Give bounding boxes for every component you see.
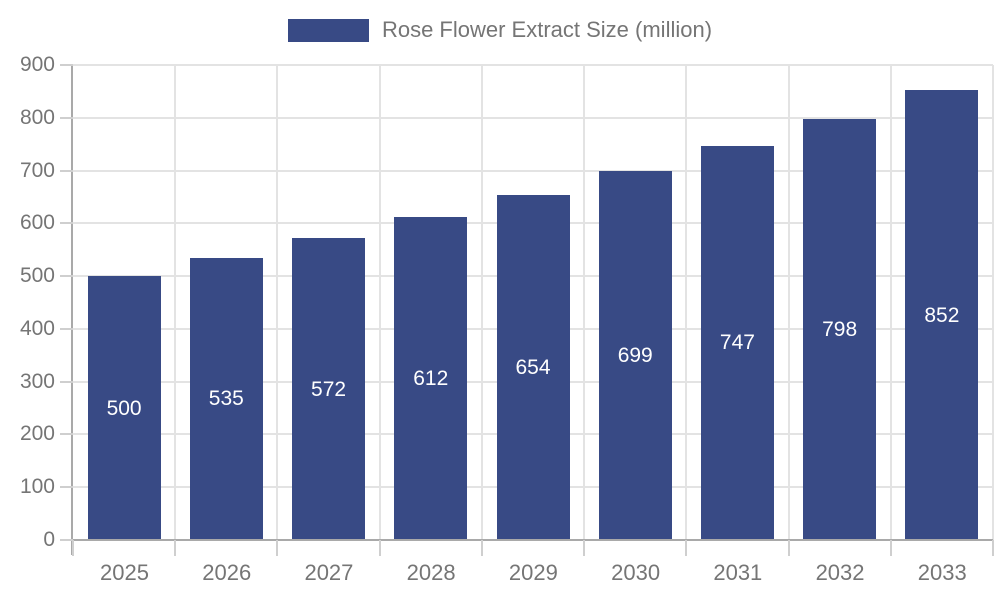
legend-swatch[interactable]: [287, 18, 369, 42]
legend-label[interactable]: Rose Flower Extract Size (million): [381, 17, 713, 42]
bar[interactable]: 852: [905, 90, 979, 540]
h-gridline: [73, 169, 993, 172]
y-tick-mark: [60, 64, 73, 66]
x-tick-label: 2028: [406, 560, 456, 585]
y-tick-label: 300: [19, 369, 55, 393]
bar[interactable]: 747: [700, 145, 774, 540]
y-tick-mark: [60, 169, 73, 172]
y-tick-mark: [60, 433, 73, 436]
x-tick-mark: [72, 540, 74, 556]
y-tick-label: 200: [19, 422, 55, 446]
bar-value-label: 535: [208, 387, 244, 411]
x-axis-line: [73, 539, 993, 541]
v-gridline: [583, 65, 586, 540]
bar[interactable]: 500: [87, 276, 161, 540]
v-gridline: [276, 65, 279, 540]
x-tick-mark: [992, 540, 994, 556]
v-gridline: [992, 65, 994, 540]
y-tick-label: 0: [43, 528, 55, 551]
bar-value-label: 612: [413, 367, 449, 390]
plot-area: 500 535 572 612 654 699 747 798 852: [73, 64, 994, 540]
x-tick-label: 2025: [100, 560, 149, 585]
bar[interactable]: 798: [803, 118, 877, 540]
x-tick-label: 2027: [304, 560, 354, 585]
x-tick-mark: [583, 540, 586, 556]
legend: Rose Flower Extract Size (million): [0, 17, 1000, 43]
bar-value-label: 852: [924, 303, 960, 327]
bar-value-label: 572: [311, 377, 347, 401]
y-tick-mark: [60, 222, 73, 225]
x-tick-mark: [174, 540, 177, 556]
y-tick-mark: [60, 380, 73, 383]
bar[interactable]: 572: [292, 238, 366, 540]
x-tick-mark: [276, 540, 279, 556]
h-gridline: [73, 116, 993, 119]
y-tick-mark: [60, 275, 73, 278]
y-tick-mark: [60, 116, 73, 119]
x-tick-label: 2033: [917, 560, 967, 585]
x-tick-mark: [889, 540, 892, 556]
x-tick-label: 2031: [713, 560, 763, 585]
bar[interactable]: 654: [496, 194, 570, 540]
x-tick-mark: [480, 540, 483, 556]
v-gridline: [378, 65, 381, 540]
y-tick-label: 700: [19, 158, 55, 182]
bar-value-label: 798: [822, 317, 858, 341]
v-gridline: [480, 65, 483, 540]
bar-value-label: 654: [515, 355, 551, 379]
bar[interactable]: 699: [598, 171, 672, 540]
y-tick-mark: [60, 327, 73, 330]
x-tick-mark: [378, 540, 381, 556]
h-gridline: [73, 64, 993, 66]
y-tick-label: 600: [19, 211, 55, 235]
x-tick-mark: [787, 540, 790, 556]
y-tick-label: 100: [19, 475, 55, 499]
y-tick-mark: [60, 539, 73, 541]
bar-value-label: 500: [106, 396, 142, 420]
bar-value-label: 747: [719, 331, 755, 355]
x-tick-label: 2030: [611, 560, 661, 585]
v-gridline: [685, 65, 688, 540]
x-tick-mark: [685, 540, 688, 556]
y-tick-label: 400: [19, 316, 55, 340]
x-tick-label: 2026: [202, 560, 252, 585]
x-tick-label: 2029: [508, 560, 558, 585]
v-gridline: [174, 65, 177, 540]
y-tick-label: 900: [19, 53, 55, 76]
y-axis-line: [71, 65, 73, 555]
y-tick-label: 500: [19, 264, 55, 288]
v-gridline: [889, 65, 892, 540]
y-tick-label: 800: [19, 105, 55, 129]
bar[interactable]: 612: [394, 217, 468, 540]
bar-value-label: 699: [617, 344, 653, 368]
x-tick-label: 2032: [815, 560, 865, 585]
v-gridline: [787, 65, 790, 540]
bar[interactable]: 535: [189, 257, 263, 540]
y-tick-mark: [60, 486, 73, 489]
